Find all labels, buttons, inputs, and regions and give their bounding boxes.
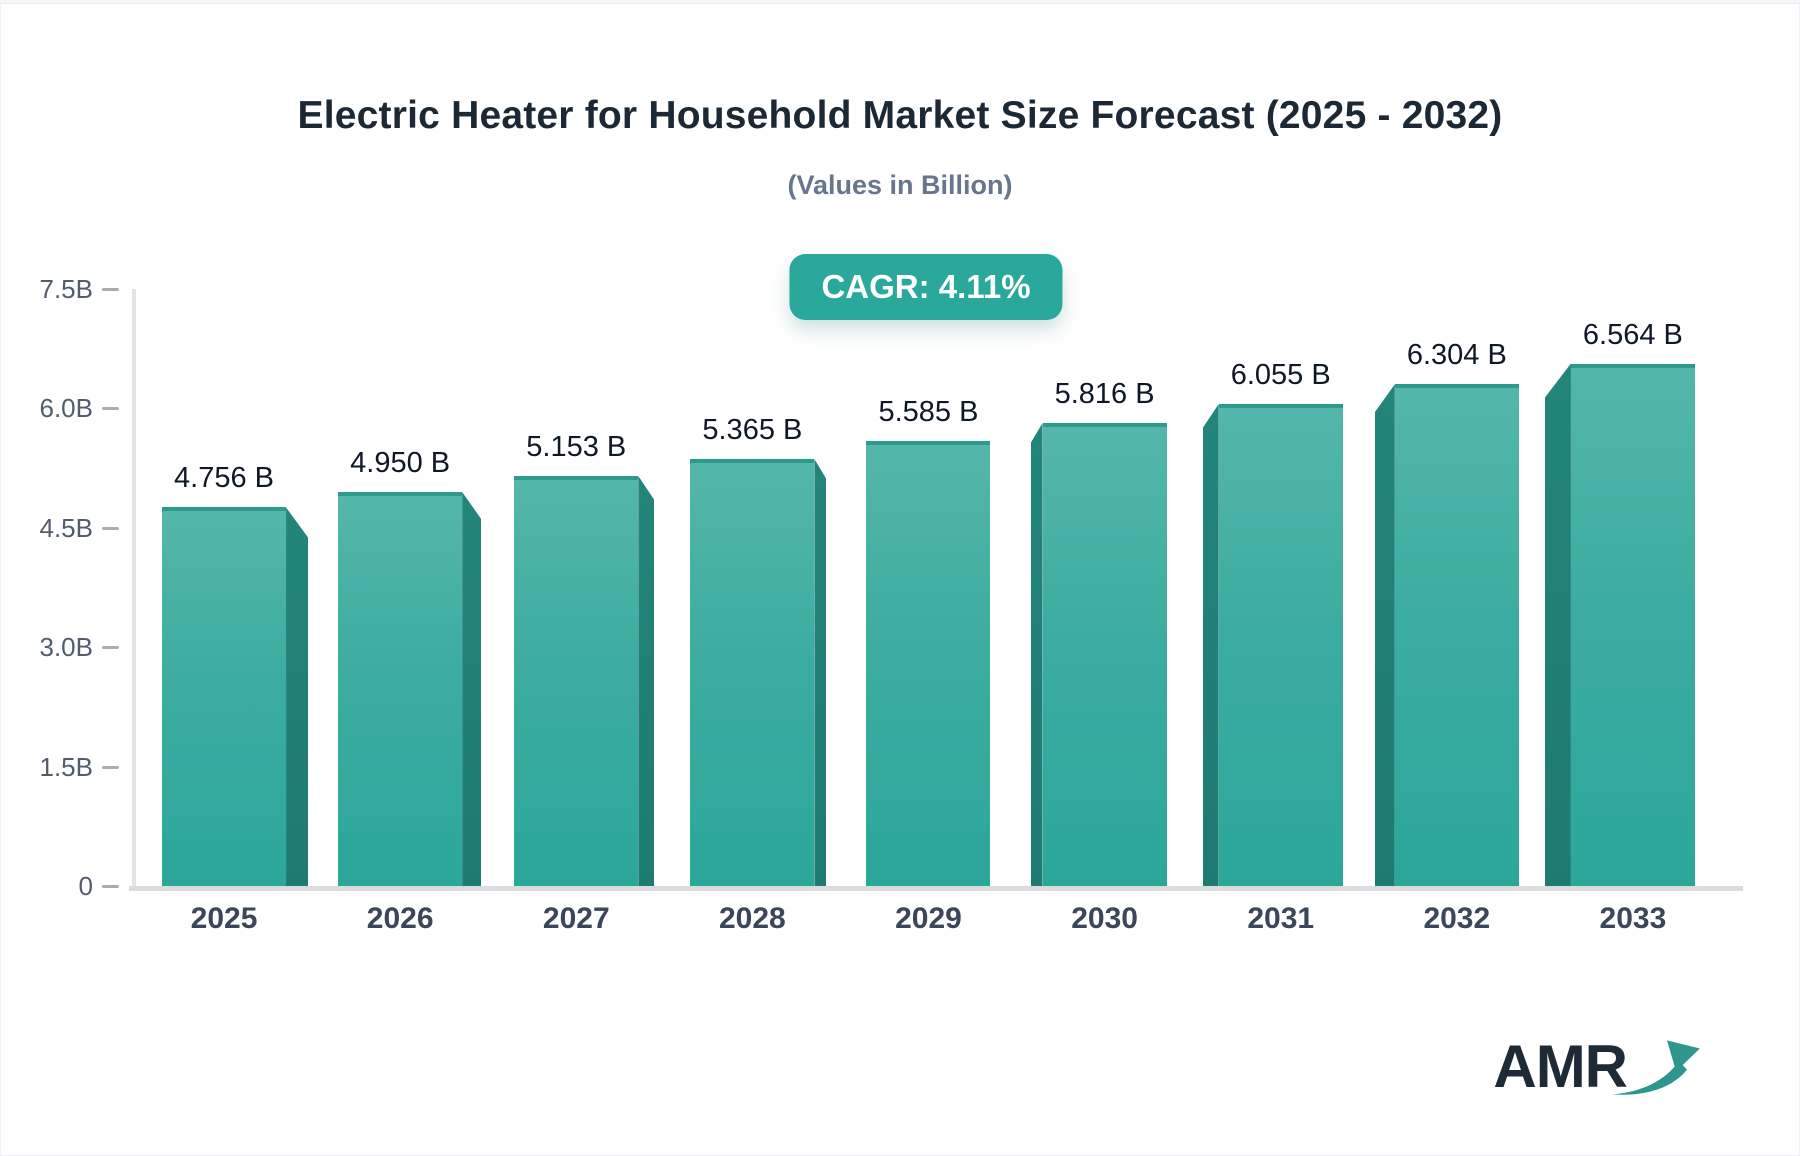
bar-2025: 4.756 B bbox=[162, 462, 309, 886]
x-axis-label: 2031 bbox=[1247, 902, 1315, 935]
bar-group-2030: 2030 5.816 B bbox=[1017, 289, 1193, 935]
chart-subtitle: (Values in Billion) bbox=[787, 170, 1013, 200]
bar-group-2032: 2032 6.304 B bbox=[1369, 289, 1545, 935]
bar-group-2029: 2029 5.585 B bbox=[840, 289, 1016, 935]
bar-side-face bbox=[638, 475, 655, 886]
bar-2026: 4.950 B bbox=[338, 447, 482, 886]
bar-2027: 5.153 B bbox=[514, 431, 655, 886]
window-top-edge bbox=[1, 0, 1799, 4]
y-axis-line bbox=[132, 289, 136, 887]
trend-up-arrow-icon bbox=[1612, 1040, 1700, 1095]
x-axis-label: 2027 bbox=[542, 902, 610, 935]
x-axis-baseline bbox=[129, 886, 1743, 891]
bar-group-2026: 2026 4.950 B bbox=[312, 289, 488, 935]
bar-group-2028: 2028 5.365 B bbox=[664, 289, 840, 935]
bar-value-label: 5.816 B bbox=[1054, 378, 1155, 411]
bar-front-face bbox=[1218, 404, 1343, 886]
y-tick-label: 1.5B bbox=[39, 751, 94, 782]
y-tick-mark bbox=[102, 646, 119, 650]
bar-value-label: 6.055 B bbox=[1230, 359, 1331, 392]
chart-title: Electric Heater for Household Market Siz… bbox=[297, 94, 1503, 137]
y-tick-mark bbox=[102, 765, 119, 769]
x-axis-label: 2028 bbox=[719, 902, 786, 935]
amr-logo: AMR bbox=[1493, 1033, 1703, 1097]
bar-value-label: 6.304 B bbox=[1406, 339, 1507, 372]
bar-side-face bbox=[814, 458, 827, 886]
y-tick-label: 7.5B bbox=[39, 274, 94, 304]
y-tick-label: 0 bbox=[78, 871, 93, 901]
bar-value-label: 5.153 B bbox=[526, 430, 627, 463]
bar-front-face bbox=[1042, 423, 1167, 886]
bar-group-2027: 2027 5.153 B bbox=[488, 289, 664, 935]
bar-side-face bbox=[1374, 384, 1395, 886]
bar-value-label: 4.950 B bbox=[350, 446, 451, 479]
bar-side-face bbox=[286, 507, 309, 886]
bar-2028: 5.365 B bbox=[690, 414, 827, 886]
y-tick-label: 3.0B bbox=[39, 632, 94, 663]
bar-2029: 5.585 B bbox=[866, 396, 991, 886]
bar-side-face bbox=[1030, 423, 1043, 886]
y-tick-mark bbox=[102, 526, 119, 530]
y-tick-label: 6.0B bbox=[39, 393, 94, 424]
y-tick-mark bbox=[102, 288, 119, 291]
bar-front-face bbox=[338, 491, 463, 886]
bar-front-face bbox=[1394, 384, 1519, 886]
bar-2033: 6.564 B bbox=[1544, 319, 1695, 886]
x-axis-label: 2026 bbox=[366, 902, 434, 935]
bar-2030: 5.816 B bbox=[1030, 378, 1167, 886]
x-axis-label: 2029 bbox=[895, 902, 962, 935]
y-tick-mark bbox=[102, 885, 119, 888]
bar-side-face bbox=[1202, 404, 1219, 886]
cagr-badge: CAGR: 4.11% bbox=[789, 254, 1063, 320]
bar-group-2031: 2031 6.055 B bbox=[1193, 289, 1369, 935]
bar-front-face bbox=[1570, 363, 1695, 886]
bar-side-face bbox=[1544, 363, 1571, 886]
bar-value-label: 5.585 B bbox=[878, 396, 979, 429]
bar-value-label: 4.756 B bbox=[174, 462, 275, 495]
bar-2032: 6.304 B bbox=[1374, 339, 1519, 886]
bar-front-face bbox=[514, 475, 639, 886]
amr-logo-text: AMR bbox=[1493, 1033, 1628, 1100]
x-axis-label: 2032 bbox=[1423, 902, 1491, 935]
bar-value-label: 6.564 B bbox=[1582, 318, 1683, 351]
y-tick-mark bbox=[102, 407, 119, 411]
bar-front-face bbox=[866, 441, 991, 886]
bar-2031: 6.055 B bbox=[1202, 359, 1343, 886]
x-axis-label: 2030 bbox=[1071, 902, 1138, 935]
x-axis-label: 2025 bbox=[190, 902, 258, 935]
bar-side-face bbox=[462, 491, 482, 886]
bar-group-2025: 2025 4.756 B bbox=[136, 289, 312, 935]
y-tick-label: 4.5B bbox=[39, 512, 94, 543]
x-axis-label: 2033 bbox=[1599, 902, 1667, 935]
bar-chart-plot-area: 2025 4.756 B 2026 4.950 B 2027 5.153 B 2028 5.3… bbox=[136, 289, 1721, 935]
bar-front-face bbox=[690, 458, 815, 886]
bar-front-face bbox=[162, 507, 287, 886]
bar-group-2033: 2033 6.564 B bbox=[1544, 289, 1721, 935]
bar-value-label: 5.365 B bbox=[702, 413, 803, 446]
